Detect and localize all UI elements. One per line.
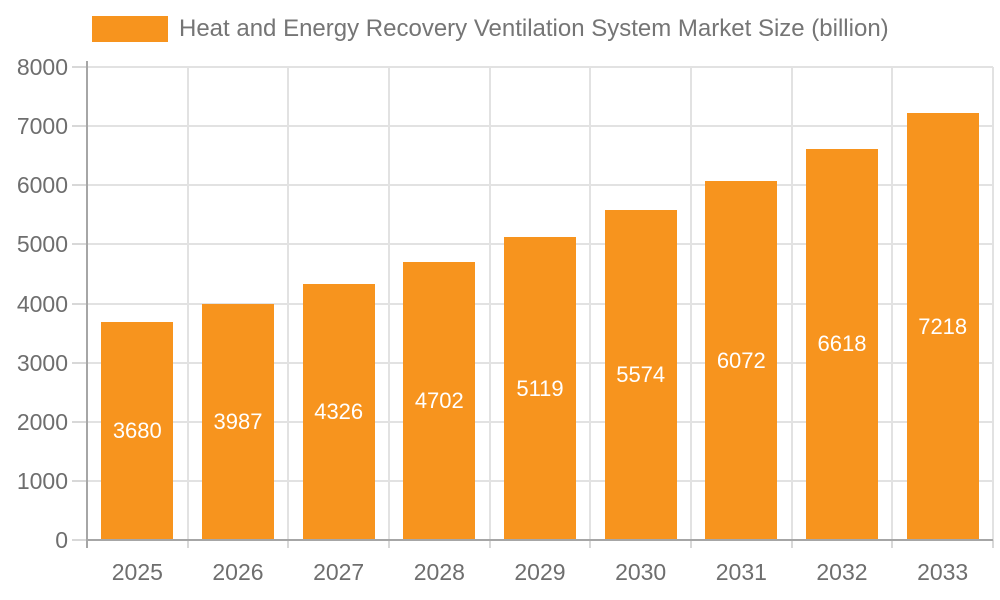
v-gridline [891,67,893,540]
x-axis-label: 2027 [313,559,365,585]
x-axis-label: 2032 [816,559,868,585]
bar[interactable]: 7218 [906,113,979,540]
y-axis-tick [72,125,87,127]
bar[interactable]: 3680 [101,322,174,540]
bar[interactable]: 5574 [604,210,677,540]
bar-value-label: 4326 [314,399,364,425]
h-gridline [87,184,993,186]
y-axis-label: 3000 [16,350,68,376]
bar[interactable]: 4702 [403,262,476,540]
bar-value-label: 6618 [817,331,867,357]
h-gridline [87,66,993,68]
v-gridline [690,67,692,540]
v-gridline [791,67,793,540]
v-gridline [287,67,289,540]
y-axis-tick [72,243,87,245]
bar-value-label: 5574 [616,362,666,388]
y-axis-label: 8000 [16,54,68,80]
y-axis-label: 5000 [16,231,68,257]
x-axis-tick [992,540,994,548]
y-axis-tick [72,480,87,482]
x-axis-tick [388,540,390,548]
x-axis-tick [791,540,793,548]
x-axis-label: 2025 [111,559,163,585]
v-gridline [992,67,994,540]
v-gridline [187,67,189,540]
bar-value-label: 6072 [716,347,766,373]
y-axis-tick [72,421,87,423]
x-axis-tick [489,540,491,548]
bar[interactable]: 4326 [302,284,375,540]
bar[interactable]: 6072 [705,181,778,540]
legend-swatch [92,16,168,42]
x-axis-tick [589,540,591,548]
bar-value-label: 5119 [516,375,564,401]
y-axis-label: 4000 [16,291,68,317]
x-axis-tick [891,540,893,548]
bar-value-label: 3680 [112,418,162,444]
y-axis-line [86,61,88,548]
v-gridline [589,67,591,540]
y-axis-label: 6000 [16,172,68,198]
bar[interactable]: 3987 [202,304,274,540]
x-axis-label: 2026 [212,559,264,585]
bar-value-label: 7218 [918,313,968,339]
x-axis-tick [690,540,692,548]
y-axis-tick [72,362,87,364]
y-axis-label: 7000 [16,113,68,139]
x-axis-label: 2031 [715,559,767,585]
y-axis-label: 1000 [16,468,68,494]
h-gridline [87,125,993,127]
x-axis-label: 2029 [514,559,566,585]
v-gridline [388,67,390,540]
y-axis-tick [72,303,87,305]
v-gridline [489,67,491,540]
x-axis-tick [287,540,289,548]
x-axis-label: 2033 [917,559,969,585]
x-axis-line [87,539,993,541]
y-axis-label: 0 [55,527,68,553]
y-axis-label: 2000 [16,409,68,435]
x-axis-tick [187,540,189,548]
bar[interactable]: 6618 [806,148,878,540]
bar-value-label: 4702 [414,388,464,413]
bar[interactable]: 5119 [504,237,576,540]
bar-value-label: 3987 [213,409,263,435]
x-axis-label: 2028 [413,559,465,585]
y-axis-tick [72,184,87,186]
x-axis-label: 2030 [615,559,667,585]
chart-title: Heat and Energy Recovery Ventilation Sys… [179,15,889,42]
y-axis-tick [72,66,87,68]
chart-legend: Heat and Energy Recovery Ventilation Sys… [92,15,889,43]
y-axis-tick [72,539,87,541]
